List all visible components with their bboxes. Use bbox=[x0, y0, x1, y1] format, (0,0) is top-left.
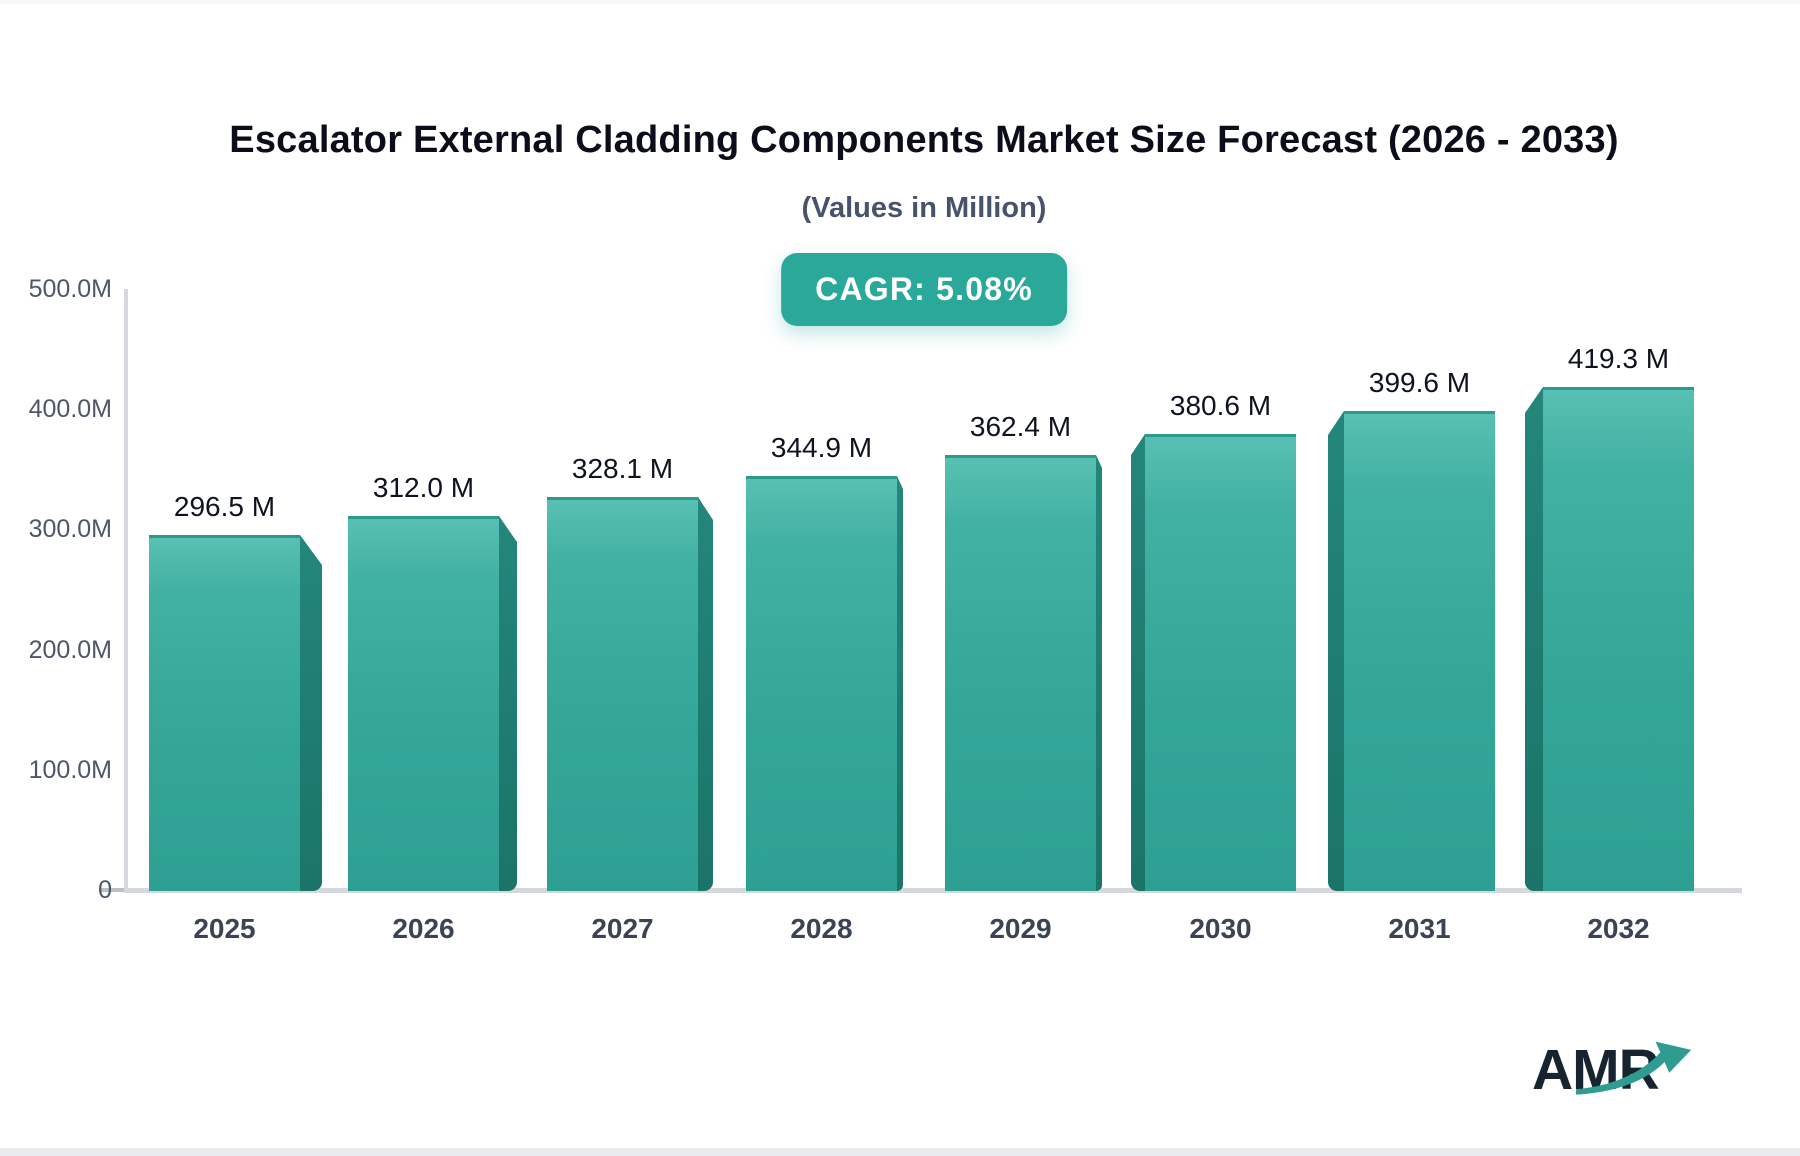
bar-side-face bbox=[499, 516, 517, 891]
bar-2031[interactable] bbox=[1328, 411, 1495, 891]
bar-value-label: 312.0 M bbox=[372, 472, 475, 503]
bar-side-face bbox=[300, 535, 322, 891]
bar-2026[interactable] bbox=[348, 516, 517, 891]
y-axis-label: 100.0M bbox=[28, 756, 112, 784]
x-axis-label-2031: 2031 bbox=[1388, 913, 1451, 944]
x-axis-label-2028: 2028 bbox=[790, 913, 853, 944]
y-axis-label: 200.0M bbox=[28, 636, 112, 664]
x-axis-label-2026: 2026 bbox=[392, 913, 455, 944]
chart-subtitle: (Values in Million) bbox=[801, 192, 1047, 224]
bar-value-label: 344.9 M bbox=[770, 432, 873, 463]
bar-side-face bbox=[1096, 455, 1102, 891]
chart-title: Escalator External Cladding Components M… bbox=[229, 119, 1619, 161]
x-axis-label-2032: 2032 bbox=[1587, 913, 1650, 944]
bar-front-face bbox=[348, 516, 499, 891]
bar-value-label: 362.4 M bbox=[969, 411, 1072, 442]
bar-front-face bbox=[746, 476, 897, 891]
y-axis-label: 500.0M bbox=[28, 275, 112, 303]
y-axis-zero-tick bbox=[99, 888, 124, 892]
bar-value-label: 328.1 M bbox=[571, 453, 674, 484]
bar-2028[interactable] bbox=[746, 476, 903, 891]
window-bottom-edge bbox=[0, 1148, 1800, 1156]
bar-side-face bbox=[1525, 387, 1543, 891]
y-axis-line bbox=[124, 289, 128, 893]
bar-value-label: 380.6 M bbox=[1169, 390, 1272, 421]
growth-arrow-icon bbox=[1576, 1041, 1692, 1095]
x-axis-label-2025: 2025 bbox=[193, 913, 256, 944]
bar-value-label: 399.6 M bbox=[1368, 367, 1471, 398]
y-axis-label: 400.0M bbox=[28, 395, 112, 423]
bar-front-face bbox=[945, 455, 1096, 891]
x-axis-label-2029: 2029 bbox=[989, 913, 1052, 944]
bar-value-label: 419.3 M bbox=[1567, 343, 1670, 374]
bar-front-face bbox=[1344, 411, 1495, 891]
bar-front-face bbox=[1145, 434, 1296, 891]
bar-side-face bbox=[698, 497, 713, 891]
cagr-badge: CAGR: 5.08% bbox=[781, 253, 1067, 326]
bar-front-face bbox=[1543, 387, 1694, 891]
window-top-edge bbox=[0, 0, 1800, 4]
x-axis-label-2027: 2027 bbox=[591, 913, 654, 944]
bar-side-face bbox=[897, 476, 903, 891]
x-axis-label-2030: 2030 bbox=[1189, 913, 1252, 944]
amr-logo: AMR bbox=[1532, 1034, 1722, 1106]
bar-2032[interactable] bbox=[1525, 387, 1694, 891]
bar-2029[interactable] bbox=[945, 455, 1102, 891]
x-axis-line bbox=[124, 888, 1742, 893]
y-axis-label: 300.0M bbox=[28, 515, 112, 543]
bar-2030[interactable] bbox=[1131, 434, 1296, 891]
bar-front-face bbox=[149, 535, 300, 891]
bar-value-label: 296.5 M bbox=[173, 491, 276, 522]
bar-front-face bbox=[547, 497, 698, 891]
bar-side-face bbox=[1131, 434, 1145, 891]
bar-2025[interactable] bbox=[149, 535, 322, 891]
bar-2027[interactable] bbox=[547, 497, 713, 891]
bar-side-face bbox=[1328, 411, 1344, 891]
y-axis-label: 0 bbox=[98, 876, 112, 904]
